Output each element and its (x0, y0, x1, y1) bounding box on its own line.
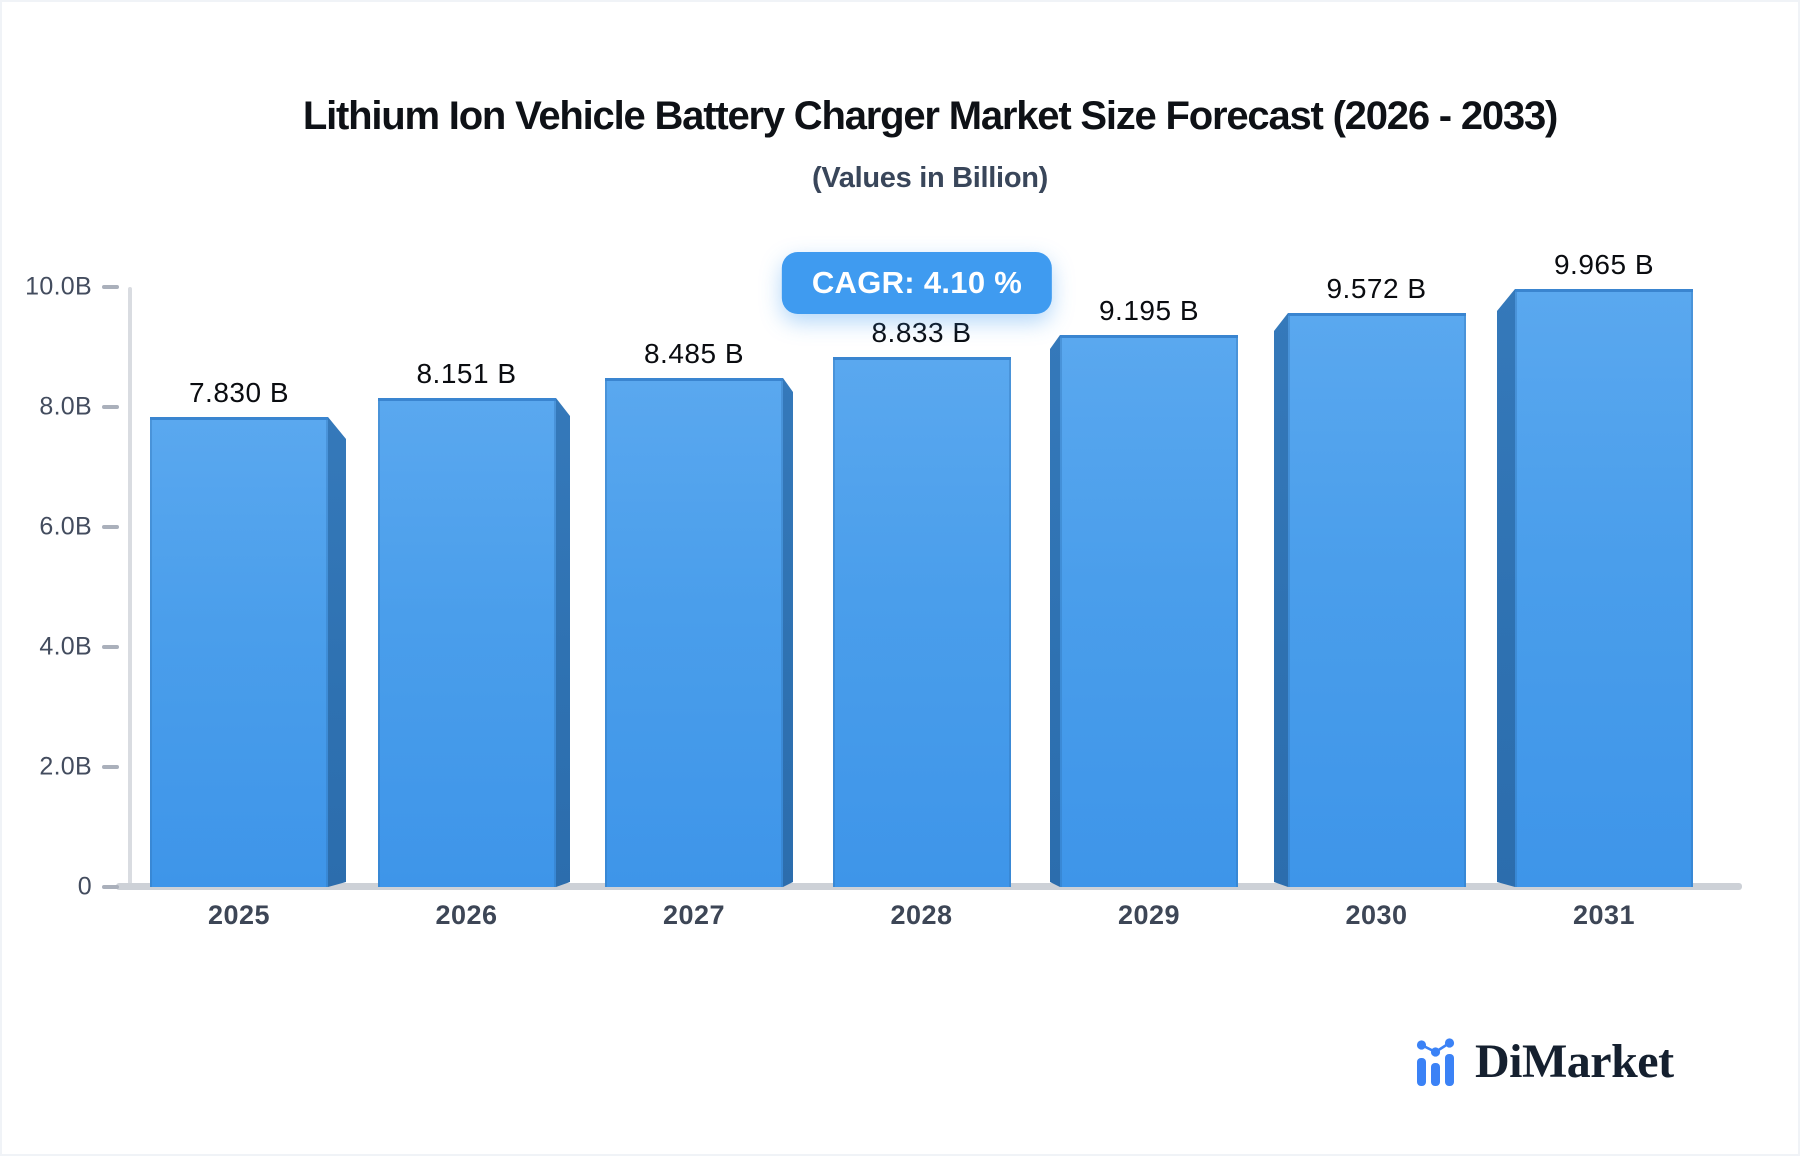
x-axis-label: 2027 (662, 900, 726, 930)
bar (605, 378, 783, 887)
y-axis-label: 4.0B (39, 632, 92, 661)
bar-value-label: 8.833 B (871, 317, 972, 348)
bar-value-label: 9.965 B (1553, 249, 1655, 280)
y-axis-label: 6.0B (39, 512, 92, 541)
x-axis-label: 2029 (1117, 900, 1181, 930)
y-axis-label: 8.0B (39, 392, 92, 421)
x-axis-label: 2031 (1572, 900, 1636, 930)
x-axis-label: 2028 (890, 900, 953, 930)
bar-value-label: 8.485 B (643, 338, 745, 369)
cagr-badge-label: CAGR: 4.10 % (811, 265, 1023, 300)
x-axis-label: 2030 (1345, 900, 1408, 930)
chart-title: Lithium Ion Vehicle Battery Charger Mark… (302, 94, 1558, 138)
y-axis-tick-mark (102, 525, 119, 529)
bar (1060, 335, 1238, 887)
bar-value-label: 7.830 B (188, 377, 290, 408)
bar-3d-side (556, 398, 570, 887)
bar-3d-side (328, 417, 346, 887)
y-axis-line (128, 287, 132, 887)
logo-text: DiMarket (1475, 1035, 1674, 1088)
y-axis-tick-mark (102, 885, 119, 889)
bar-3d-side (783, 378, 793, 887)
y-axis-tick-mark (102, 405, 119, 409)
y-axis-tick-mark (102, 645, 119, 649)
bar-3d-side (1050, 335, 1060, 887)
x-axis-label: 2026 (435, 900, 498, 930)
y-axis-tick-mark (102, 765, 119, 769)
bar (833, 357, 1011, 887)
bar-value-label: 8.151 B (416, 358, 517, 389)
y-axis-label: 0 (77, 872, 92, 901)
bar (1288, 313, 1466, 887)
bar (378, 398, 556, 887)
bar-3d-side (1274, 313, 1288, 887)
bar-value-label: 9.195 B (1098, 295, 1200, 326)
cagr-badge: CAGR: 4.10 % (781, 252, 1053, 314)
bar (150, 417, 328, 887)
bar (1515, 289, 1693, 887)
bar-3d-side (1497, 289, 1515, 887)
chart-subtitle: (Values in Billion) (812, 162, 1048, 194)
dimarket-logo: DiMarket (1416, 1036, 1674, 1088)
y-axis-tick-mark (102, 285, 119, 289)
y-axis-label: 10.0B (25, 272, 92, 301)
bar-chart-logo-icon (1416, 1038, 1455, 1086)
y-axis-label: 2.0B (39, 752, 92, 781)
bar-value-label: 9.572 B (1326, 273, 1427, 304)
x-axis-label: 2025 (207, 900, 271, 930)
